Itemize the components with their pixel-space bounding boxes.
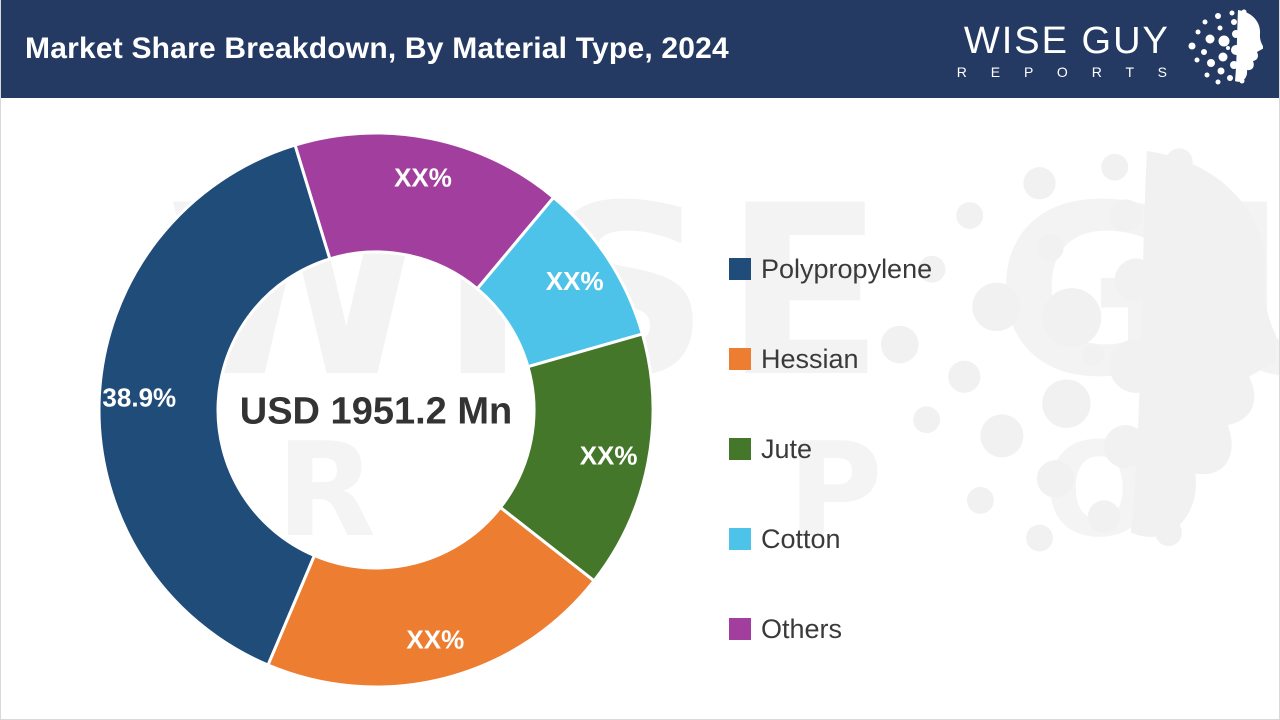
legend-swatch-hessian [729,348,751,370]
legend-item-polypropylene: Polypropylene [729,252,932,286]
chart-center-value: USD 1951.2 Mn [239,390,513,433]
slice-label-polypropylene: 38.9% [102,383,176,413]
donut-slice-others [293,131,556,291]
legend-swatch-jute [729,438,751,460]
header: Market Share Breakdown, By Material Type… [1,0,1279,98]
legend-label-polypropylene: Polypropylene [761,254,933,284]
wiseguy-logo-text: WISE GUY R E P O R T S [957,22,1177,79]
wiseguy-logo: WISE GUY R E P O R T S [957,6,1263,94]
slice-label-jute: XX% [580,441,638,471]
legend-swatch-others [729,618,751,640]
legend-label-others: Others [761,614,843,644]
donut-slice-hessian [266,505,596,689]
slice-label-others: XX% [394,163,452,193]
logo-reports-label: R E P O R T S [956,63,1177,80]
legend-item-hessian: Hessian [729,342,932,376]
logo-face-icon [1188,9,1263,85]
slice-label-hessian: XX% [406,625,464,655]
legend-item-jute: Jute [729,432,932,466]
legend-label-cotton: Cotton [761,524,841,554]
page-title: Market Share Breakdown, By Material Type… [25,32,729,65]
legend-label-jute: Jute [761,434,813,464]
legend-swatch-polypropylene [729,258,751,280]
legend-item-others: Others [729,612,932,646]
donut-slice-polypropylene [97,143,332,667]
logo-wiseguy-label: WISE GUY [963,19,1170,62]
slice-label-cotton: XX% [546,266,604,296]
chart-legend: Polypropylene Hessian Jute Cotton Others [729,252,932,646]
legend-label-hessian: Hessian [761,344,859,374]
legend-item-cotton: Cotton [729,522,932,556]
legend-swatch-cotton [729,528,751,550]
